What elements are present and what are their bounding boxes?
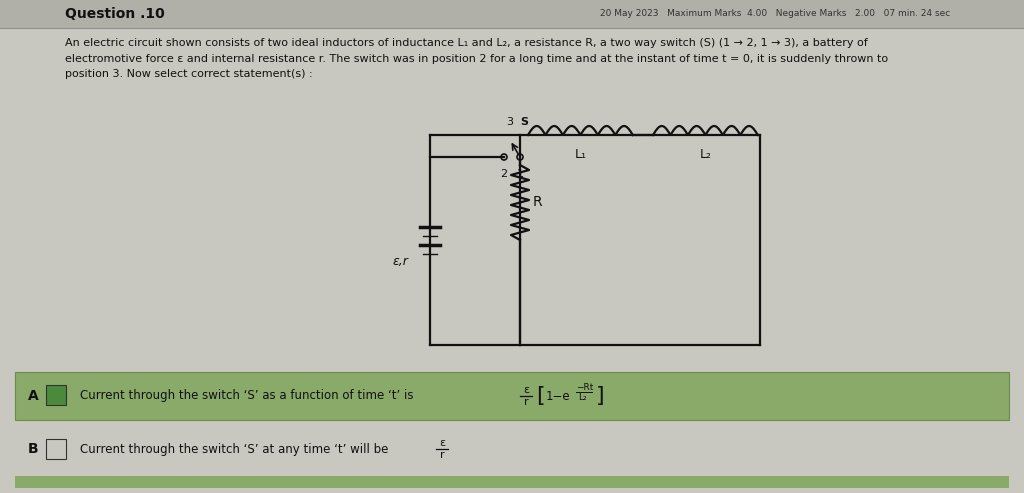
Text: r: r — [523, 397, 528, 407]
Text: [: [ — [536, 386, 545, 406]
Bar — [0, 0, 1024, 28]
Bar — [385, 118, 775, 358]
Text: ε: ε — [439, 438, 445, 448]
Text: L₂: L₂ — [578, 392, 587, 401]
Text: S: S — [520, 117, 528, 127]
Text: L₁: L₁ — [574, 148, 587, 161]
Bar — [15, 372, 1009, 420]
Text: R: R — [534, 196, 543, 210]
Bar — [46, 439, 66, 459]
Text: ]: ] — [596, 386, 604, 406]
Text: A: A — [28, 389, 39, 403]
Text: An electric circuit shown consists of two ideal inductors of inductance L₁ and L: An electric circuit shown consists of tw… — [65, 38, 888, 79]
Text: ε,r: ε,r — [392, 255, 408, 269]
Text: 20 May 2023   Maximum Marks  4.00   Negative Marks   2.00   07 min. 24 sec: 20 May 2023 Maximum Marks 4.00 Negative … — [600, 9, 950, 19]
Text: Question .10: Question .10 — [65, 7, 165, 21]
Text: B: B — [28, 442, 39, 456]
Text: L₂: L₂ — [699, 148, 712, 161]
Text: ε: ε — [523, 385, 529, 395]
Text: 1−e: 1−e — [546, 389, 570, 402]
Text: −Rt: −Rt — [575, 383, 593, 391]
Text: Current through the switch ‘S’ at any time ‘t’ will be: Current through the switch ‘S’ at any ti… — [80, 443, 388, 456]
Text: r: r — [439, 450, 444, 460]
Text: 3: 3 — [507, 117, 513, 127]
Bar — [15, 428, 1009, 470]
Text: Current through the switch ‘S’ as a function of time ‘t’ is: Current through the switch ‘S’ as a func… — [80, 389, 414, 402]
Text: 2: 2 — [501, 169, 508, 179]
Text: 1: 1 — [516, 169, 523, 179]
Bar — [46, 385, 66, 405]
Bar — [15, 476, 1009, 488]
